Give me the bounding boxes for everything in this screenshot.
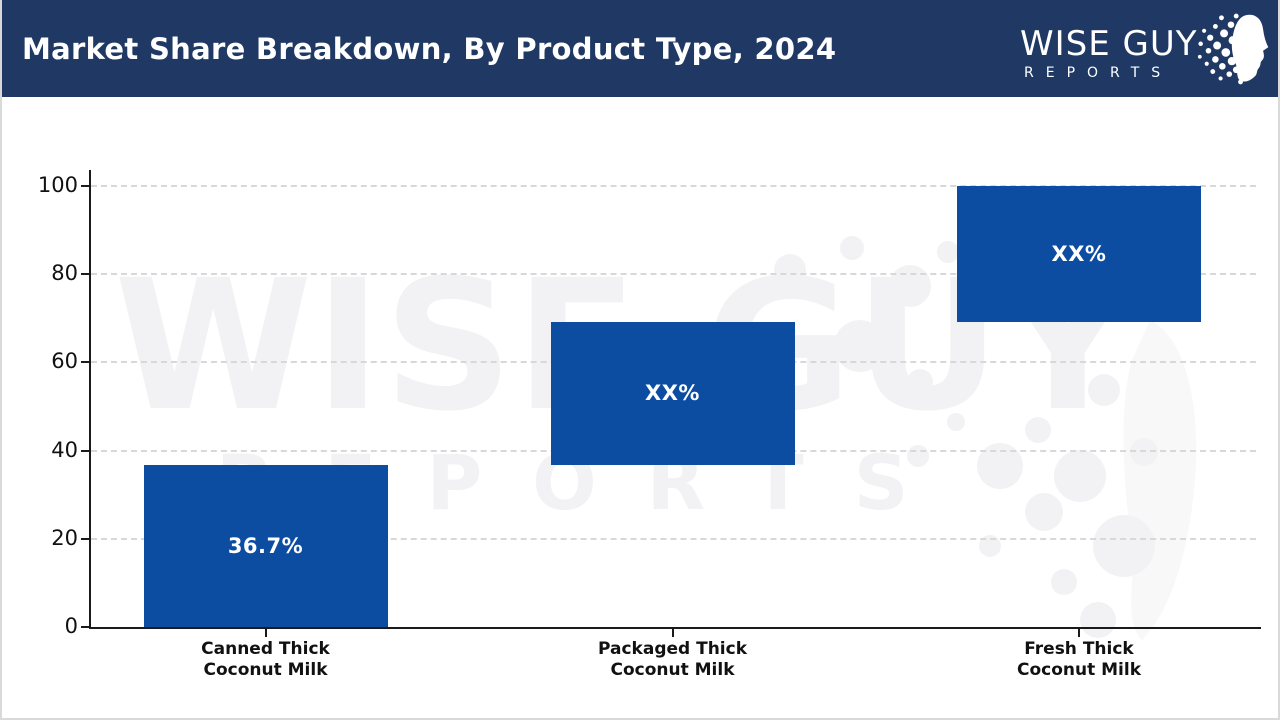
x-category-label-line: Coconut Milk	[1016, 660, 1142, 680]
x-tick-mark	[671, 629, 674, 637]
y-tick-label: 20	[51, 525, 78, 550]
bar: XX%	[550, 321, 795, 466]
x-axis-line	[89, 627, 1261, 629]
y-tick-label: 40	[51, 437, 78, 462]
x-category-label-line: Canned Thick	[201, 639, 330, 659]
y-tick-mark	[81, 626, 90, 628]
bar: 36.7%	[143, 465, 388, 627]
page-title: Market Share Breakdown, By Product Type,…	[22, 32, 837, 66]
brand-subtitle: REPORTS	[1024, 65, 1173, 81]
y-axis-line	[89, 170, 91, 629]
x-tick-mark	[1078, 629, 1080, 637]
y-tick-label: 100	[37, 173, 78, 197]
x-category-label: Canned Thick Coconut Milk	[116, 639, 416, 681]
brand-logo: WISE GUY REPORTS	[1020, 4, 1270, 94]
y-tick-label: 60	[51, 349, 78, 374]
x-category-label-line: Coconut Milk	[203, 660, 328, 680]
y-tick-mark	[81, 449, 90, 452]
bar-value-label: XX%	[645, 381, 700, 406]
x-category-label-line: Fresh Thick	[1024, 639, 1134, 659]
gridline	[91, 185, 1256, 187]
x-category-label: Packaged Thick Coconut Milk	[523, 639, 823, 681]
y-tick-label: 80	[51, 261, 78, 286]
brand-name: WISE GUY	[1020, 24, 1198, 64]
bar-value-label: 36.7%	[227, 534, 304, 559]
x-tick-mark	[264, 629, 267, 637]
dotted-face-profile-icon	[1197, 13, 1269, 85]
bar-value-label: XX%	[1051, 241, 1107, 266]
gridline	[91, 273, 1256, 276]
y-tick-mark	[81, 185, 90, 187]
gridline	[91, 537, 1256, 540]
bar: XX%	[957, 186, 1201, 322]
y-tick-mark	[81, 537, 90, 540]
y-tick-mark	[81, 361, 90, 364]
y-tick-mark	[81, 273, 90, 276]
y-tick-label: 0	[64, 614, 78, 638]
header-bar: Market Share Breakdown, By Product Type,…	[2, 0, 1278, 97]
x-category-label-line: Packaged Thick	[597, 639, 748, 659]
brand-logo-text: WISE GUY REPORTS	[1020, 24, 1198, 81]
x-category-label: Fresh Thick Coconut Milk	[929, 639, 1229, 681]
x-category-label-line: Coconut Milk	[610, 660, 735, 680]
